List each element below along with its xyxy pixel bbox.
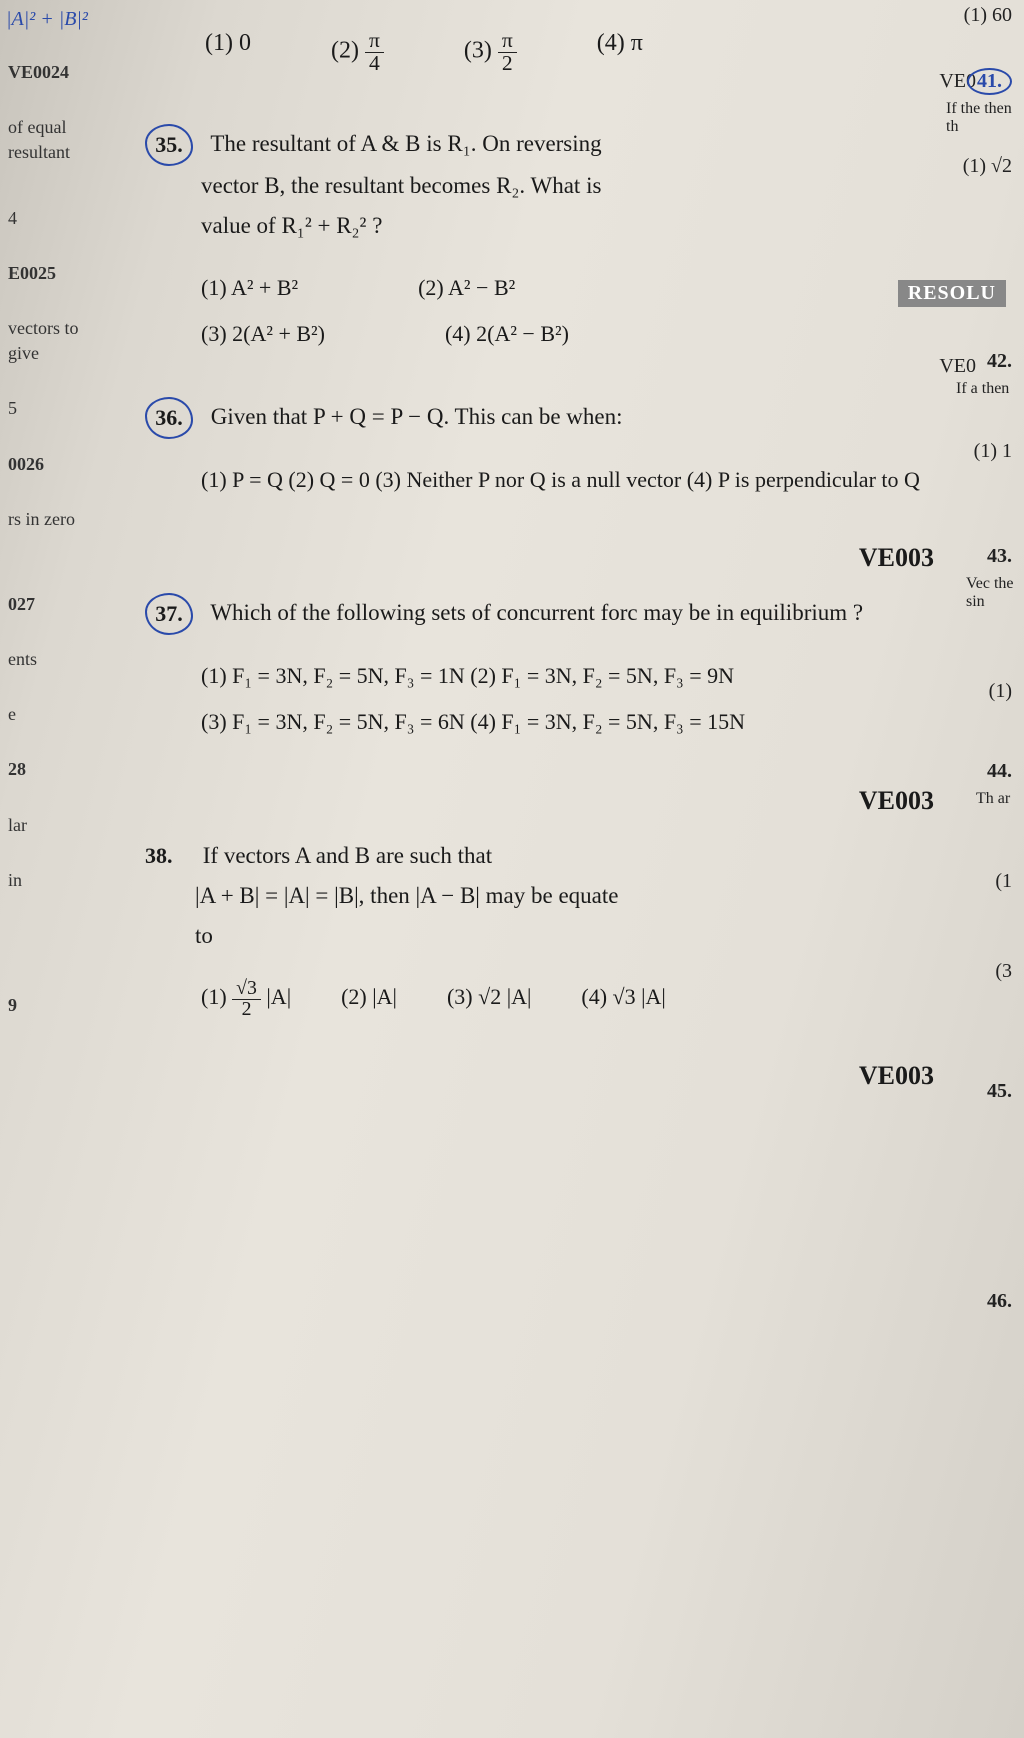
sidebar-9: 9: [8, 993, 102, 1018]
q37-options: (1) F₁ = 3N, F₂ = 5N, F₃ = 1N (2) F₁ = 3…: [145, 653, 994, 745]
q38-text-l2: |A + B| = |A| = |B|, then |A − B| may be…: [145, 883, 618, 908]
frac-n: √3: [232, 979, 261, 1000]
q38-opt-2: (2) |A|: [341, 974, 397, 1020]
code-ve003-3: VE003: [145, 1061, 994, 1091]
sidebar-in: in: [8, 868, 102, 893]
q37-opt-2: (2) F₁ = 3N, F₂ = 5N, F₃ = 9N: [470, 653, 734, 699]
frac-d: 4: [365, 53, 384, 75]
q38-options: (1) √32 |A| (2) |A| (3) √2 |A| (4) √3 |A…: [145, 974, 994, 1020]
q36-opt-4: (4) P is perpendicular to Q: [687, 457, 920, 503]
re-42: 42.: [987, 350, 1012, 373]
re-resolu: RESOLU: [898, 280, 1006, 307]
q36-opt-1: (1) P = Q: [201, 457, 283, 503]
prev-opt-4: (4) π: [597, 30, 643, 74]
q35-opt-4: (4) 2(A² − B²): [445, 311, 569, 357]
q37-number: 37.: [145, 593, 193, 635]
q36-number: 36.: [145, 397, 193, 439]
re-th: Th ar: [976, 790, 1016, 808]
sidebar-e0025: E0025: [8, 261, 102, 286]
re-ifa: If a then: [956, 380, 1016, 398]
re-44: 44.: [987, 760, 1012, 783]
frac-d: 2: [232, 1000, 261, 1020]
q35-opt-1: (1) A² + B²: [201, 265, 298, 311]
re-41: 41.: [967, 68, 1012, 95]
code-ve003-1: VE003: [145, 543, 994, 573]
page: |A|² + |B|² VE0024 of equal resultant 4 …: [0, 0, 1024, 1738]
sidebar-e: e: [8, 702, 102, 727]
q38-opt1-tail: |A|: [266, 984, 291, 1009]
re-1-1: (1) 1: [974, 440, 1012, 463]
q35-opt-3: (3) 2(A² + B²): [201, 311, 325, 357]
q38-text-l3: to: [145, 923, 213, 948]
sidebar-rsin: rs in zero: [8, 507, 102, 532]
q35-text-l2: vector B, the resultant becomes R₂. What…: [145, 173, 601, 198]
q38-opt-4: (4) √3 |A|: [581, 974, 665, 1020]
q38-opt1-label: (1): [201, 984, 227, 1009]
q38-opt-3: (3) √2 |A|: [447, 974, 531, 1020]
q38-opt-1: (1) √32 |A|: [201, 974, 291, 1020]
question-38: 38. If vectors A and B are such that |A …: [145, 836, 994, 1021]
re-43: 43.: [987, 545, 1012, 568]
sidebar-4: 4: [8, 206, 102, 231]
re-45: 45.: [987, 1080, 1012, 1103]
sidebar-vectors: vectors to give: [8, 316, 102, 366]
sidebar-equal: of equal resultant: [8, 115, 102, 165]
prev-question-options: (1) 0 (2) π4 (3) π2 (4) π: [145, 30, 994, 74]
left-margin-text: VE0024 of equal resultant 4 E0025 vector…: [0, 0, 110, 1738]
re-vec: Vec the sin: [966, 575, 1016, 611]
re-1-60: (1) 60: [964, 4, 1012, 27]
q35-text-l3: value of R₁² + R₂² ?: [145, 213, 382, 238]
question-36: 36. Given that P + Q = P − Q. This can b…: [145, 397, 994, 503]
q35-options: (1) A² + B² (2) A² − B² (3) 2(A² + B²) (…: [145, 265, 994, 357]
re-1: (1): [989, 680, 1012, 703]
q36-opt-2: (2) Q = 0: [288, 457, 369, 503]
frac-d: 2: [498, 53, 517, 75]
question-37: 37. Which of the following sets of concu…: [145, 593, 994, 745]
q37-opt-1: (1) F₁ = 3N, F₂ = 5N, F₃ = 1N: [201, 653, 465, 699]
main-content: (1) 0 (2) π4 (3) π2 (4) π 35. The result…: [145, 20, 994, 1091]
re-paren1: (1: [995, 870, 1012, 893]
sidebar-ve0024: VE0024: [8, 60, 102, 85]
re-ifthe: If the then th: [946, 100, 1016, 136]
prev-opt-2: (2) π4: [331, 30, 384, 74]
prev-opt-3-label: (3): [464, 38, 492, 64]
q37-text: Which of the following sets of concurren…: [210, 600, 863, 625]
q35-opt-2: (2) A² − B²: [418, 265, 515, 311]
sidebar-ents: ents: [8, 647, 102, 672]
re-paren3: (3: [995, 960, 1012, 983]
re-ve0b: VE0: [939, 355, 976, 378]
sidebar-28: 28: [8, 757, 102, 782]
q35-number: 35.: [145, 124, 193, 166]
sidebar-5: 5: [8, 396, 102, 421]
prev-opt-2-label: (2): [331, 38, 359, 64]
prev-opt-3: (3) π2: [464, 30, 517, 74]
question-35: 35. The resultant of A & B is R₁. On rev…: [145, 124, 994, 357]
q36-text: Given that P + Q = P − Q. This can be wh…: [211, 404, 623, 429]
sidebar-lar: lar: [8, 813, 102, 838]
q36-opt-3: (3) Neither P nor Q is a null vector: [375, 457, 681, 503]
sidebar-0026: 0026: [8, 452, 102, 477]
frac-n: π: [365, 30, 384, 53]
frac-n: π: [498, 30, 517, 53]
code-ve003-2: VE003: [145, 786, 994, 816]
q37-opt-3: (3) F₁ = 3N, F₂ = 5N, F₃ = 6N: [201, 699, 465, 745]
q37-opt-4: (4) F₁ = 3N, F₂ = 5N, F₃ = 15N: [470, 699, 745, 745]
sidebar-027: 027: [8, 592, 102, 617]
q38-text-l1: If vectors A and B are such that: [203, 843, 492, 868]
q38-number: 38.: [145, 837, 185, 876]
q36-options: (1) P = Q (2) Q = 0 (3) Neither P nor Q …: [145, 457, 994, 503]
prev-opt-1: (1) 0: [205, 30, 251, 74]
re-46: 46.: [987, 1290, 1012, 1313]
re-1-sqrt2: (1) √2: [963, 155, 1012, 178]
q35-text-l1: The resultant of A & B is R₁. On reversi…: [210, 131, 601, 156]
